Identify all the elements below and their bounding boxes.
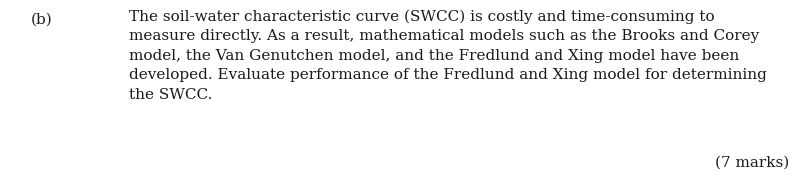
Text: The soil-water characteristic curve (SWCC) is costly and time-consuming to
measu: The soil-water characteristic curve (SWC… (129, 9, 767, 102)
Text: (b): (b) (31, 13, 53, 27)
Text: (7 marks): (7 marks) (714, 155, 789, 169)
